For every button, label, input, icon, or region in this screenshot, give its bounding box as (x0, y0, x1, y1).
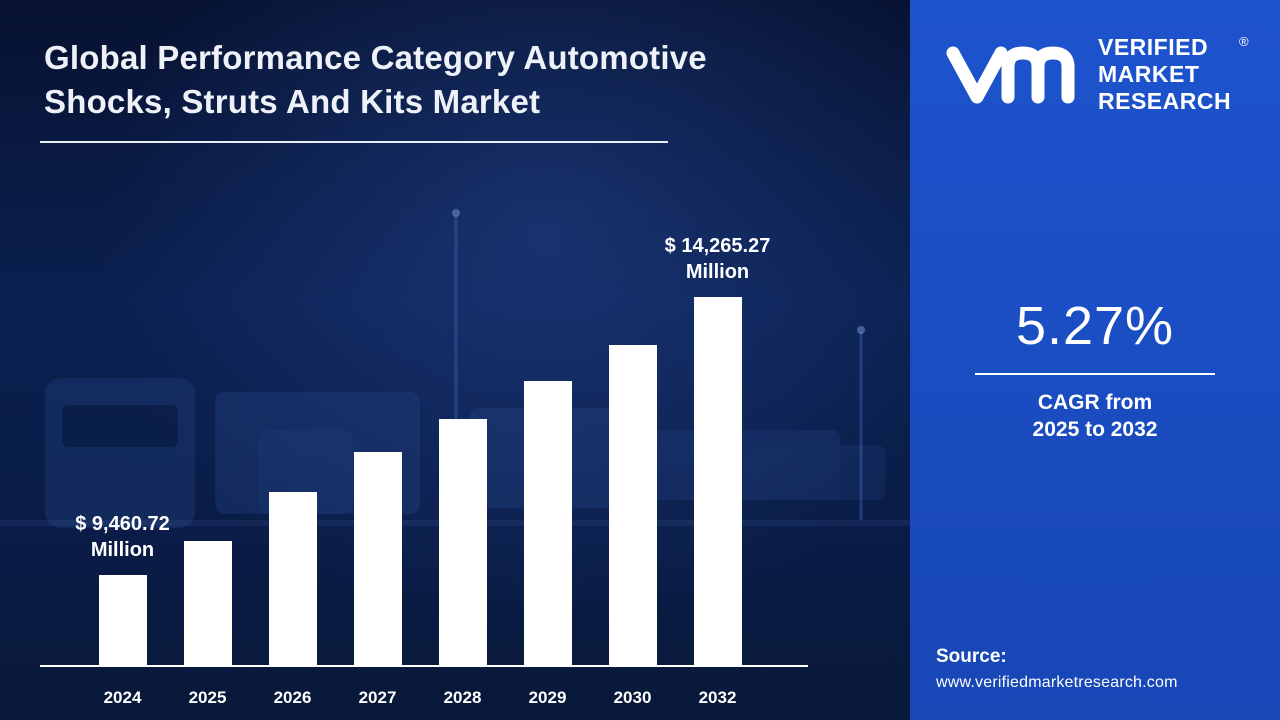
x-label-2026: 2026 (273, 688, 312, 707)
x-axis-labels: 2024 2025 2026 2027 2028 2029 2030 2032 (80, 688, 760, 708)
bar-2029 (523, 381, 572, 665)
brand-name-line1: VERIFIED (1098, 34, 1209, 60)
x-label-2025: 2025 (188, 688, 227, 707)
brand-name-line2: MARKET (1098, 61, 1200, 87)
bar-2024 (98, 575, 147, 665)
cagr-block: 5.27% CAGR from 2025 to 2032 (910, 295, 1280, 443)
x-label-2024: 2024 (103, 688, 142, 707)
bar-column-2024: $ 9,460.72 Million (75, 253, 170, 665)
source-label: Source: (936, 646, 1007, 667)
bar-2032 (693, 297, 742, 665)
brand-panel: ® VERIFIED MARKET RESEARCH 5.27% CAGR fr… (910, 0, 1280, 720)
bar-2025 (183, 541, 232, 665)
bar-column-2028 (420, 253, 505, 665)
cagr-caption-line1: CAGR from (1037, 391, 1153, 414)
bar-2030 (608, 345, 657, 665)
source-url[interactable]: www.verifiedmarketresearch.com (936, 674, 1178, 691)
bar-column-2026 (250, 253, 335, 665)
bar-column-2030 (590, 253, 675, 665)
x-label-2032: 2032 (698, 688, 737, 707)
cagr-value: 5.27% (1015, 296, 1175, 356)
x-label-2029: 2029 (528, 688, 567, 707)
x-label-2027: 2027 (358, 688, 397, 707)
x-axis-line (40, 665, 808, 667)
brand-name: ® VERIFIED MARKET RESEARCH (1098, 34, 1249, 115)
title-underline (40, 141, 668, 143)
bar-column-2029 (505, 253, 590, 665)
vmr-logo-icon (946, 46, 1075, 103)
bar-2026 (268, 492, 317, 665)
page-title-line1: Global Performance Category Automotive (44, 39, 707, 76)
source-block: Source: www.verifiedmarketresearch.com (936, 646, 1178, 692)
bar-value-label-2024: $ 9,460.72 Million (75, 513, 170, 561)
bars: $ 9,460.72 Million $ 14,265.27 Million (75, 235, 770, 665)
registered-mark: ® (1238, 34, 1250, 49)
chart-section: Global Performance Category Automotive S… (0, 0, 910, 720)
x-label-2028: 2028 (443, 688, 482, 707)
page-title: Global Performance Category Automotive S… (44, 36, 884, 124)
bar-column-2027 (335, 253, 420, 665)
cagr-caption: CAGR from 2025 to 2032 (910, 389, 1280, 443)
x-label-2030: 2030 (613, 688, 652, 707)
bar-column-2025 (165, 253, 250, 665)
brand-name-line3: RESEARCH (1098, 88, 1232, 114)
bar-value-label-2032: $ 14,265.27 Million (664, 235, 771, 283)
bar-2027 (353, 452, 402, 665)
bar-column-2032: $ 14,265.27 Million (665, 235, 770, 665)
brand-header: ® VERIFIED MARKET RESEARCH (910, 0, 1280, 115)
page-title-line2: Shocks, Struts And Kits Market (44, 83, 541, 120)
cagr-caption-line2: 2025 to 2032 (1032, 418, 1158, 441)
bar-2028 (438, 419, 487, 665)
cagr-divider (975, 373, 1215, 375)
